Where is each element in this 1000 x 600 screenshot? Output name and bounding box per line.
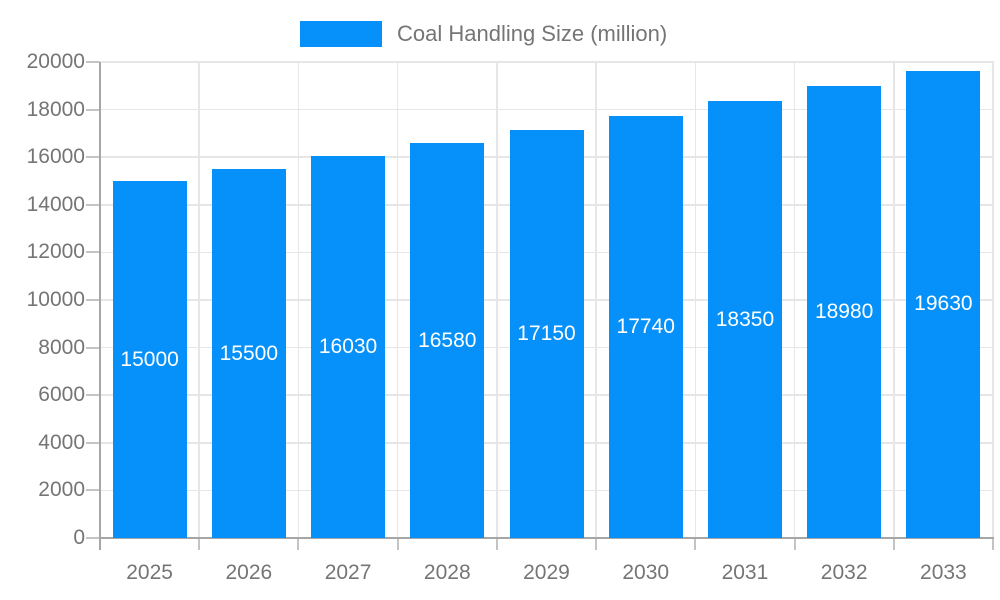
y-axis-tick-label: 0 bbox=[73, 526, 85, 549]
y-axis-tick-label: 2000 bbox=[38, 478, 85, 502]
bar-2030 bbox=[608, 115, 683, 538]
bar-value-label: 18350 bbox=[715, 307, 775, 331]
y-axis-tick bbox=[86, 441, 100, 444]
gridline-horizontal bbox=[101, 61, 994, 63]
bar-value-label: 15500 bbox=[219, 341, 279, 365]
bar-value-label: 17740 bbox=[616, 314, 675, 338]
bar-2025 bbox=[112, 181, 187, 538]
gridline-vertical bbox=[793, 62, 796, 538]
y-axis-tick-label: 4000 bbox=[38, 430, 85, 454]
gridline-vertical bbox=[595, 62, 597, 538]
bar-2029 bbox=[509, 129, 584, 538]
y-axis-tick-label: 20000 bbox=[26, 50, 85, 73]
legend-label: Coal Handling Size (million) bbox=[397, 21, 668, 46]
gridline-vertical bbox=[297, 62, 300, 538]
bar-2026 bbox=[211, 169, 286, 538]
x-axis-tick bbox=[694, 538, 697, 550]
y-axis-tick bbox=[86, 108, 100, 111]
bar-2031 bbox=[707, 101, 782, 538]
y-axis-tick-label: 12000 bbox=[26, 240, 85, 264]
y-axis-line bbox=[99, 62, 101, 550]
gridline-vertical bbox=[694, 62, 697, 538]
gridline-horizontal bbox=[101, 108, 994, 111]
legend-swatch bbox=[300, 21, 382, 47]
bar-2033 bbox=[906, 70, 981, 538]
bar-2027 bbox=[311, 156, 386, 538]
x-axis-tick-label: 2031 bbox=[721, 561, 769, 584]
y-axis-tick bbox=[86, 489, 100, 492]
x-axis-tick-label: 2025 bbox=[126, 561, 173, 584]
y-axis-tick-label: 6000 bbox=[38, 383, 85, 407]
y-axis-tick bbox=[86, 203, 100, 206]
x-axis-tick bbox=[793, 538, 796, 550]
y-axis-tick-label: 8000 bbox=[38, 335, 85, 359]
y-axis-tick bbox=[86, 346, 100, 349]
x-axis-tick bbox=[992, 538, 994, 550]
x-axis-tick-label: 2026 bbox=[225, 561, 273, 584]
y-axis-tick bbox=[86, 394, 100, 397]
x-axis-line bbox=[99, 537, 994, 539]
x-axis-tick bbox=[892, 538, 895, 550]
gridline-vertical bbox=[893, 62, 895, 538]
x-axis-tick-label: 2028 bbox=[423, 561, 471, 584]
bar-value-label: 19630 bbox=[914, 292, 973, 316]
x-axis-tick bbox=[198, 538, 201, 550]
x-axis-tick-label: 2032 bbox=[820, 561, 868, 584]
bar-value-label: 18980 bbox=[814, 300, 874, 324]
x-axis-tick-label: 2033 bbox=[920, 561, 967, 584]
y-axis-tick bbox=[86, 251, 100, 254]
bar-2032 bbox=[807, 86, 882, 538]
y-axis-tick bbox=[86, 299, 100, 301]
y-axis-tick-label: 10000 bbox=[26, 288, 85, 311]
x-axis-tick bbox=[396, 538, 399, 550]
bar-2028 bbox=[410, 143, 485, 538]
y-axis-tick-label: 16000 bbox=[26, 145, 85, 169]
gridline-vertical bbox=[496, 62, 498, 538]
x-axis-tick-label: 2029 bbox=[523, 561, 570, 584]
bar-value-label: 16580 bbox=[418, 328, 477, 352]
gridline-vertical bbox=[396, 62, 399, 538]
x-axis-tick-label: 2027 bbox=[324, 561, 372, 584]
y-axis-tick-label: 14000 bbox=[26, 192, 85, 216]
gridline-vertical bbox=[992, 62, 994, 538]
y-axis-tick-label: 18000 bbox=[26, 97, 85, 121]
bar-value-label: 17150 bbox=[517, 321, 576, 345]
legend-item[interactable]: Coal Handling Size (million) bbox=[300, 21, 667, 47]
x-axis-tick bbox=[495, 538, 498, 550]
x-axis-tick-label: 2030 bbox=[622, 561, 670, 584]
gridline-vertical bbox=[198, 62, 200, 538]
y-axis-tick bbox=[86, 537, 100, 539]
bar-value-label: 15000 bbox=[120, 347, 179, 371]
x-axis-tick bbox=[595, 538, 598, 550]
bar-value-label: 16030 bbox=[318, 335, 378, 359]
y-axis-tick bbox=[86, 61, 100, 63]
y-axis-tick bbox=[86, 156, 100, 159]
x-axis-tick bbox=[297, 538, 300, 550]
